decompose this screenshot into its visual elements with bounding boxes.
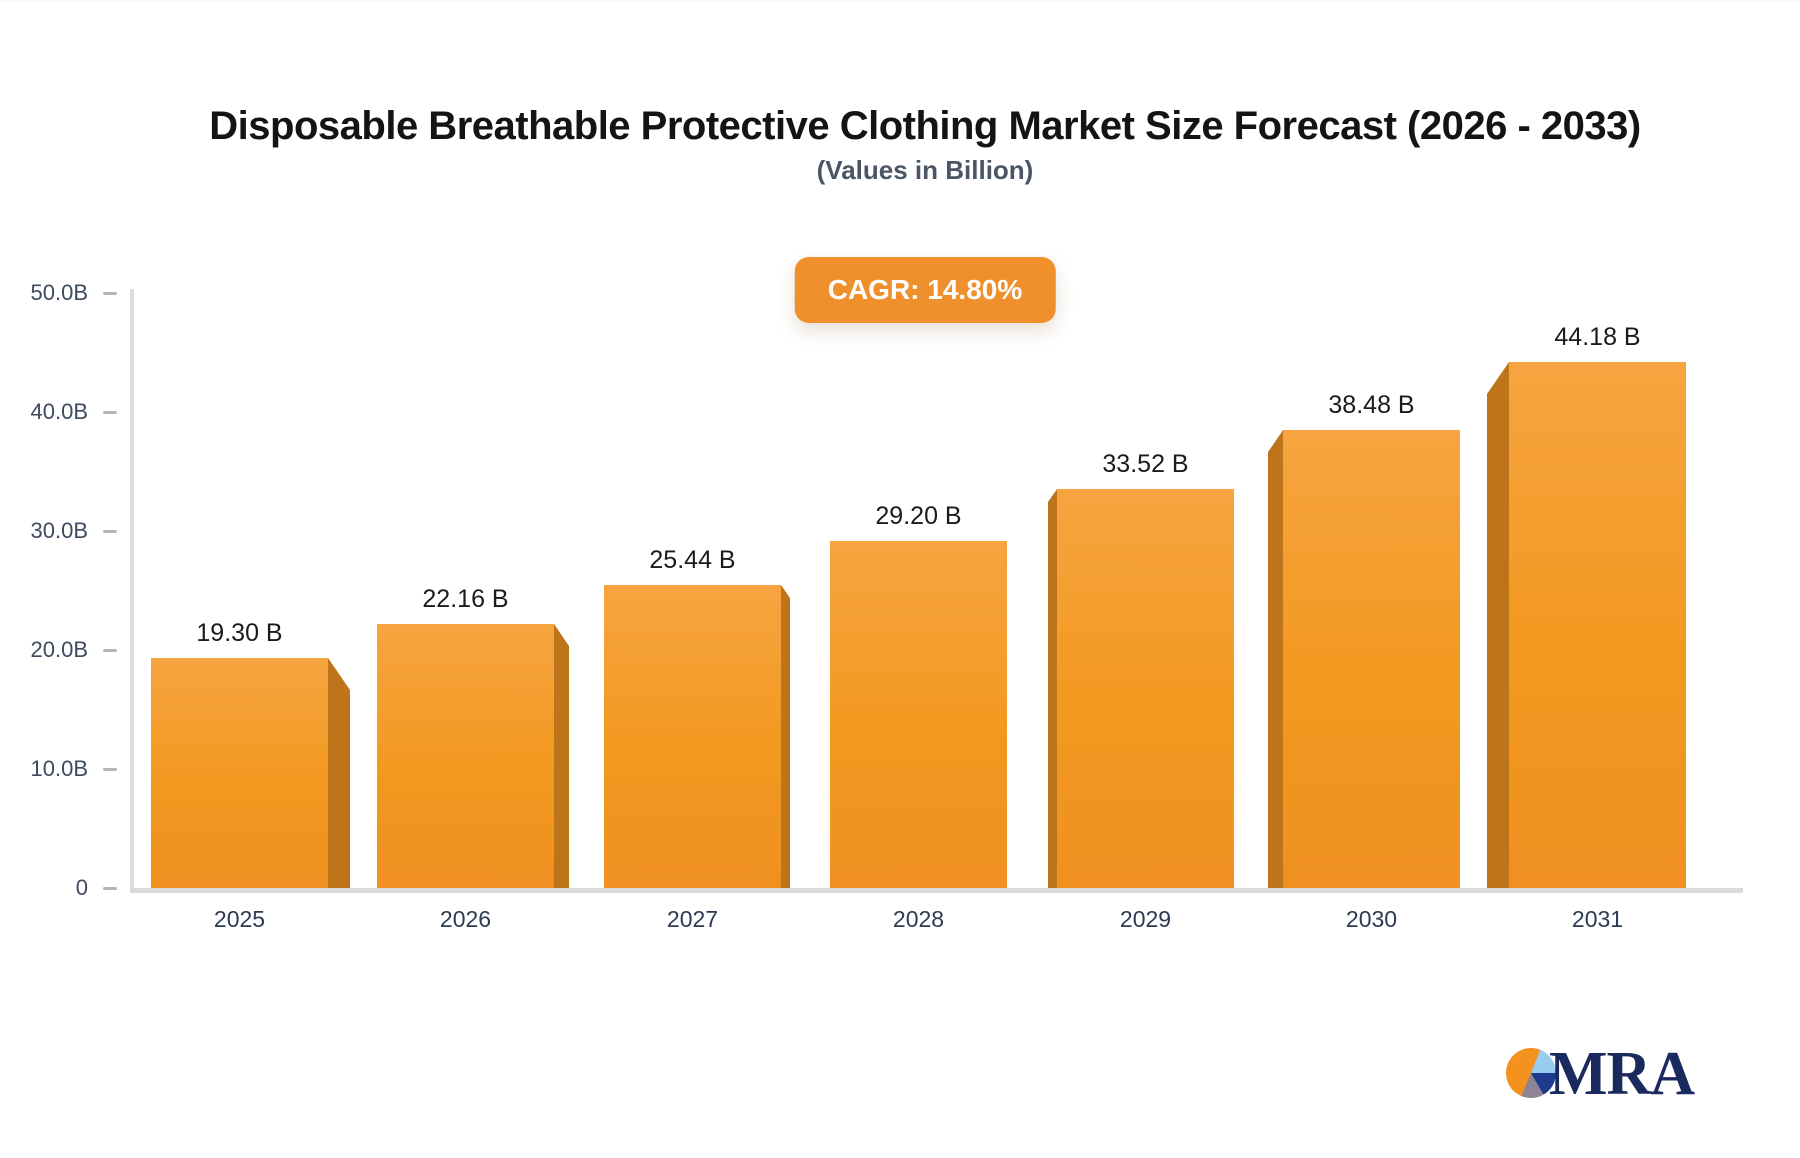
logo-pie-icon	[1506, 1048, 1556, 1098]
bar	[1057, 489, 1234, 888]
y-tick-mark	[103, 411, 117, 414]
y-axis-line	[130, 289, 134, 893]
x-tick-label: 2025	[213, 906, 266, 932]
bar	[1283, 430, 1460, 888]
bar-side-3d	[554, 624, 569, 888]
y-tick-label: 30.0B	[30, 518, 89, 543]
y-tick-label: 40.0B	[30, 399, 89, 424]
bar-value-label: 25.44 B	[649, 546, 736, 574]
y-tick-label: 20.0B	[30, 637, 89, 662]
y-tick-label: 0	[75, 875, 88, 900]
x-tick-label: 2027	[666, 906, 719, 932]
bar	[830, 541, 1007, 888]
bar-value-label: 38.48 B	[1328, 391, 1415, 419]
y-tick-label: 50.0B	[30, 280, 89, 305]
x-axis-baseline	[130, 888, 1743, 893]
bar	[377, 624, 554, 888]
y-tick-mark	[103, 292, 117, 295]
bar-value-label: 44.18 B	[1554, 323, 1641, 351]
x-tick-label: 2030	[1345, 906, 1398, 932]
bar-side-3d	[1048, 489, 1057, 888]
bar	[151, 658, 328, 888]
x-tick-label: 2028	[892, 906, 945, 932]
y-tick-mark	[103, 530, 117, 533]
bar-value-label: 22.16 B	[422, 585, 509, 613]
chart-subtitle: (Values in Billion)	[816, 155, 1034, 185]
brand-logo: MRA	[1506, 1040, 1695, 1108]
chart-title: Disposable Breathable Protective Clothin…	[209, 104, 1641, 148]
x-tick-label: 2031	[1571, 906, 1624, 932]
bar-side-3d	[1487, 362, 1509, 888]
y-tick-mark	[103, 768, 117, 771]
bar-value-label: 19.30 B	[196, 619, 283, 647]
bar-value-label: 33.52 B	[1102, 450, 1189, 478]
y-tick-mark	[103, 649, 117, 652]
bar-value-label: 29.20 B	[875, 502, 962, 530]
x-tick-label: 2026	[439, 906, 492, 932]
y-tick-mark	[103, 887, 117, 890]
cagr-badge: CAGR: 14.80%	[794, 257, 1056, 323]
bar	[604, 585, 781, 888]
bar-side-3d	[328, 658, 350, 888]
logo-text: MRA	[1549, 1040, 1695, 1108]
x-tick-label: 2029	[1119, 906, 1172, 932]
y-tick-label: 10.0B	[30, 756, 89, 781]
bar-side-3d	[781, 585, 790, 888]
bar-side-3d	[1268, 430, 1283, 888]
bar	[1509, 362, 1686, 888]
